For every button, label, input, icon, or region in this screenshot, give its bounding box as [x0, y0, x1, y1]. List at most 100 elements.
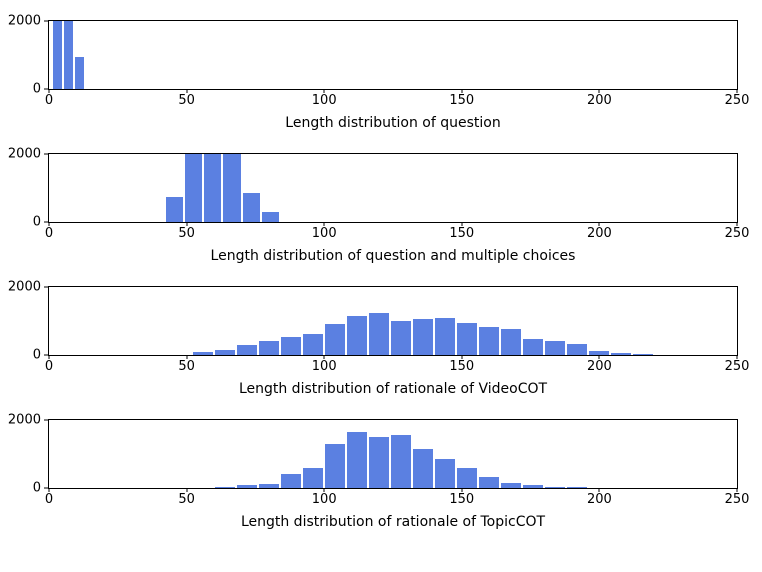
- x-tick-label: 150: [449, 492, 475, 507]
- histogram-bar: [236, 485, 259, 488]
- x-tick-mark: [736, 89, 738, 93]
- x-tick-mark: [598, 488, 600, 492]
- y-tick-mark: [44, 354, 48, 356]
- histogram-bar: [566, 486, 589, 488]
- y-tick-mark: [44, 221, 48, 223]
- x-tick-label: 50: [178, 226, 195, 241]
- plot-area-rationale-videocot: 0 50 100 150 200 250 0 2000: [8, 281, 750, 374]
- histogram-bar: [214, 349, 237, 355]
- histogram-bar: [412, 318, 435, 355]
- x-tick-mark: [736, 222, 738, 226]
- histogram-bar: [456, 323, 479, 355]
- chart-title-question: Length distribution of question: [285, 115, 501, 131]
- histogram-bar: [280, 473, 303, 488]
- histogram-question: 0 50 100 150 200 250 0 2000 Length distribution…: [8, 15, 750, 131]
- y-tick-label: 2000: [7, 412, 41, 428]
- histogram-bar: [478, 327, 501, 355]
- x-tick-label: 250: [724, 492, 750, 507]
- histogram-bar: [412, 448, 435, 488]
- x-tick-mark: [461, 222, 463, 226]
- y-tick-mark: [44, 286, 48, 288]
- histogram-bar: [610, 352, 633, 355]
- x-tick-mark: [461, 355, 463, 359]
- y-tick-label: 2000: [7, 279, 41, 295]
- x-tick-label: 100: [311, 492, 337, 507]
- histogram-bar: [236, 345, 259, 355]
- histogram-bar: [632, 353, 655, 355]
- histogram-bar: [183, 154, 204, 222]
- y-tick-mark: [44, 20, 48, 22]
- plot-area-question: 0 50 100 150 200 250 0 2000: [8, 15, 750, 108]
- histogram-bar: [62, 21, 74, 89]
- x-tick-label: 0: [44, 226, 54, 241]
- histogram-bar: [324, 324, 347, 355]
- x-tick-mark: [186, 488, 188, 492]
- histogram-bar: [500, 482, 523, 488]
- x-tick-mark: [186, 355, 188, 359]
- x-tick-label: 50: [178, 359, 195, 374]
- x-tick-mark: [736, 488, 738, 492]
- y-tick-label: 0: [32, 81, 41, 97]
- x-tick-mark: [48, 89, 50, 93]
- histogram-bar: [368, 313, 391, 355]
- x-tick-mark: [461, 89, 463, 93]
- y-tick-mark: [44, 419, 48, 421]
- histogram-bar: [478, 476, 501, 488]
- histogram-rationale-topiccot: 0 50 100 150 200 250 0 2000 Length distribution…: [8, 414, 750, 530]
- y-tick-mark: [44, 153, 48, 155]
- plot-area-question-and-choices: 0 50 100 150 200 250 0 2000: [8, 148, 750, 241]
- x-tick-mark: [461, 488, 463, 492]
- x-tick-mark: [323, 355, 325, 359]
- y-tick-label: 0: [32, 480, 41, 496]
- y-tick-mark: [44, 487, 48, 489]
- histogram-bar: [390, 435, 413, 488]
- histogram-bar: [203, 154, 223, 222]
- histogram-bar: [302, 333, 325, 355]
- histogram-bar: [456, 467, 479, 488]
- histogram-bar: [434, 317, 457, 355]
- x-tick-mark: [736, 355, 738, 359]
- x-tick-label: 0: [44, 93, 54, 108]
- histogram-bar: [260, 212, 281, 222]
- y-tick-label: 2000: [7, 13, 41, 29]
- histogram-bar: [51, 21, 63, 89]
- histogram-bar: [164, 196, 184, 222]
- histogram-bar: [346, 431, 369, 488]
- x-tick-mark: [186, 222, 188, 226]
- x-tick-label: 150: [449, 226, 475, 241]
- x-tick-label: 100: [311, 359, 337, 374]
- x-tick-label: 200: [586, 359, 612, 374]
- x-tick-label: 250: [724, 93, 750, 108]
- histogram-bar: [544, 341, 567, 355]
- x-tick-mark: [598, 222, 600, 226]
- plot-area-rationale-topiccot: 0 50 100 150 200 250 0 2000: [8, 414, 750, 507]
- histogram-rationale-videocot: 0 50 100 150 200 250 0 2000 Length distribution…: [8, 281, 750, 397]
- x-tick-mark: [323, 222, 325, 226]
- histogram-bar: [280, 336, 303, 355]
- x-tick-label: 200: [586, 492, 612, 507]
- x-tick-mark: [323, 488, 325, 492]
- histogram-bar: [73, 56, 85, 89]
- histogram-bar: [346, 315, 369, 355]
- histogram-bar: [214, 486, 237, 488]
- x-tick-mark: [598, 89, 600, 93]
- histogram-bar: [434, 459, 457, 488]
- histogram-bar: [522, 485, 545, 488]
- histogram-bar: [258, 340, 281, 355]
- x-tick-mark: [598, 355, 600, 359]
- histogram-bar: [324, 443, 347, 488]
- x-tick-label: 0: [44, 492, 54, 507]
- histogram-bar: [368, 437, 391, 488]
- histogram-bar: [522, 339, 545, 355]
- histogram-bar: [566, 344, 589, 355]
- x-tick-label: 50: [178, 492, 195, 507]
- histogram-bar: [390, 321, 413, 355]
- x-tick-label: 150: [449, 93, 475, 108]
- y-tick-label: 2000: [7, 146, 41, 162]
- histogram-bar: [500, 329, 523, 355]
- x-tick-label: 100: [311, 93, 337, 108]
- x-tick-label: 100: [311, 226, 337, 241]
- x-tick-mark: [48, 355, 50, 359]
- histogram-bar: [544, 486, 567, 488]
- histogram-bar: [588, 350, 611, 355]
